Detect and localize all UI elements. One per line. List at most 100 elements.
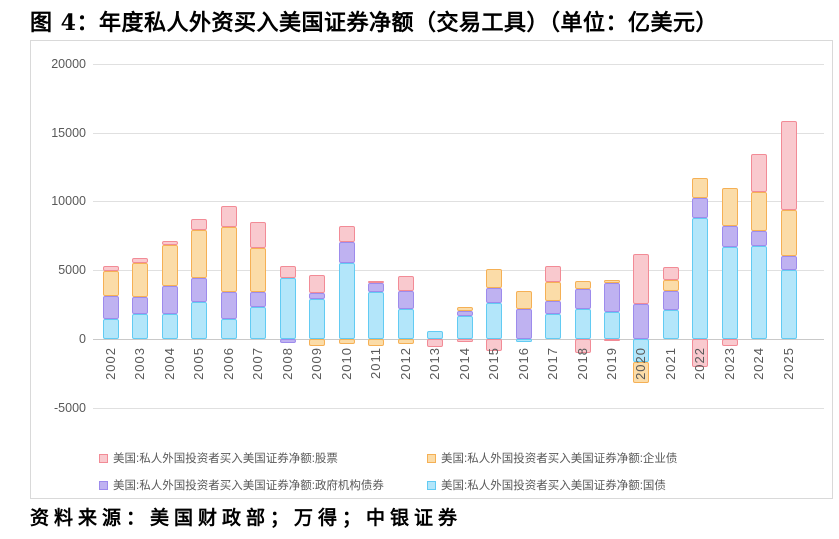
x-axis-tick-label: 2004 <box>161 347 177 380</box>
bar-segment-2020-equities <box>633 254 650 304</box>
bar-segment-2013-equities <box>427 339 444 348</box>
x-axis-tick-label: 2018 <box>574 347 590 380</box>
bar-segment-2019-agency-bonds <box>603 282 620 312</box>
gridline <box>93 407 824 409</box>
bar-segment-2015-corporate-bonds <box>486 268 503 289</box>
bar-segment-2023-equities <box>721 339 738 346</box>
bar-segment-2008-treasuries <box>279 277 296 339</box>
bar-segment-2002-corporate-bonds <box>103 271 119 296</box>
x-axis-tick-label: 2024 <box>751 347 767 380</box>
bar-segment-2014-treasuries <box>456 316 473 339</box>
bar-segment-2011-equities <box>368 281 385 284</box>
y-axis-tick-label: 0 <box>79 332 86 346</box>
x-axis-tick-label: 2021 <box>662 347 678 380</box>
bar-segment-2007-equities <box>250 222 267 249</box>
bar-segment-2023-treasuries <box>721 247 738 339</box>
bar-segment-2009-treasuries <box>309 299 326 339</box>
x-axis-tick-label: 2014 <box>456 347 472 380</box>
bar-segment-2008-equities <box>279 265 296 278</box>
bar-segment-2017-corporate-bonds <box>545 281 562 302</box>
bar-segment-2007-agency-bonds <box>250 292 267 308</box>
treasuries-legend-swatch-icon <box>427 480 436 490</box>
bar-segment-2009-agency-bonds <box>309 292 326 300</box>
bar-segment-2018-agency-bonds <box>574 289 591 309</box>
bar-segment-2004-equities <box>161 241 178 246</box>
bar-segment-2014-equities <box>456 339 473 343</box>
page-title: 图 4：年度私人外资买入美国证券净额（交易工具）（单位：亿美元） <box>30 10 718 36</box>
bar-segment-2024-agency-bonds <box>751 231 768 246</box>
bar-segment-2022-treasuries <box>692 217 709 339</box>
legend-label-corporate-bonds: 美国:私人外国投资者买入美国证券净额:企业债 <box>441 453 678 465</box>
bar-segment-2018-equities <box>574 339 591 353</box>
bar-segment-2025-corporate-bonds <box>780 209 797 256</box>
bar-segment-2003-agency-bonds <box>132 297 149 314</box>
bar-segment-2008-agency-bonds <box>279 339 296 343</box>
bar-segment-2010-corporate-bonds <box>338 339 355 344</box>
bar-segment-2011-agency-bonds <box>368 282 385 293</box>
bar-segment-2018-corporate-bonds <box>574 281 591 290</box>
bar-segment-2014-corporate-bonds <box>456 306 473 312</box>
bar-segment-2002-agency-bonds <box>103 295 119 319</box>
bar-segment-2015-agency-bonds <box>486 288 503 303</box>
bar-segment-2003-corporate-bonds <box>132 263 149 298</box>
bar-segment-2025-agency-bonds <box>780 255 797 270</box>
bar-segment-2020-treasuries <box>633 339 650 362</box>
x-axis-tick-label: 2023 <box>721 347 737 380</box>
x-axis-tick-label: 2002 <box>103 347 118 380</box>
bar-segment-2007-corporate-bonds <box>250 248 267 293</box>
bar-segment-2019-equities <box>603 339 620 341</box>
gridline <box>93 63 824 65</box>
bar-segment-2003-equities <box>132 257 149 264</box>
x-axis-tick-label: 2022 <box>692 347 708 380</box>
y-axis-tick-label: 20000 <box>51 56 86 71</box>
x-axis-tick-label: 2020 <box>633 347 649 380</box>
bar-segment-2016-treasuries <box>515 339 532 342</box>
legend-label-equities: 美国:私人外国投资者买入美国证券净额:股票 <box>113 453 338 465</box>
bar-segment-2020-agency-bonds <box>633 303 650 339</box>
x-axis-tick-label: 2011 <box>368 347 384 379</box>
bar-segment-2003-treasuries <box>132 313 149 339</box>
bar-segment-2021-corporate-bonds <box>662 280 679 292</box>
x-axis-tick-label: 2007 <box>250 347 266 380</box>
x-axis-tick-label: 2013 <box>427 347 443 380</box>
bar-segment-2014-agency-bonds <box>456 311 473 317</box>
x-axis-tick-label: 2003 <box>132 347 148 380</box>
y-axis-tick-label: 10000 <box>51 194 86 209</box>
gridline <box>93 132 824 134</box>
x-axis-tick-label: 2025 <box>780 347 796 380</box>
bar-segment-2006-equities <box>220 206 237 228</box>
bar-segment-2019-corporate-bonds <box>603 280 620 283</box>
bar-segment-2011-corporate-bonds <box>368 339 385 346</box>
bar-segment-2005-corporate-bonds <box>191 230 208 278</box>
bar-segment-2019-treasuries <box>603 311 620 339</box>
bar-segment-2010-agency-bonds <box>338 242 355 263</box>
bar-segment-2024-treasuries <box>751 245 768 339</box>
bar-segment-2005-treasuries <box>191 302 208 339</box>
legend-label-agency-bonds: 美国:私人外国投资者买入美国证券净额:政府机构债券 <box>113 480 384 492</box>
chart-panel: 20000 15000 10000 5000 0 -5000 2002 2003 2004 200… <box>30 40 833 499</box>
source-note: 资料来源：美国财政部；万得；中银证券 <box>30 507 463 529</box>
corporate-bonds-legend-swatch-icon <box>427 453 436 463</box>
legend-item-equities: 美国:私人外国投资者买入美国证券净额:股票 <box>99 450 338 466</box>
bar-segment-2012-corporate-bonds <box>397 339 414 344</box>
bar-segment-2022-equities <box>692 339 709 367</box>
bar-segment-2005-equities <box>191 218 208 230</box>
bar-segment-2012-equities <box>397 276 414 291</box>
x-axis-tick-label: 2006 <box>220 347 236 380</box>
y-axis-tick-label: -5000 <box>54 400 86 415</box>
bar-segment-2021-agency-bonds <box>662 291 679 311</box>
bar-segment-2017-treasuries <box>545 314 562 339</box>
bar-segment-2015-treasuries <box>486 302 503 339</box>
x-axis-tick-label: 2016 <box>515 347 531 380</box>
x-axis-tick-label: 2015 <box>486 347 502 380</box>
bar-segment-2005-agency-bonds <box>191 277 208 303</box>
bar-segment-2023-agency-bonds <box>721 226 738 248</box>
bar-segment-2010-equities <box>338 225 355 243</box>
y-axis-tick-label: 15000 <box>51 125 86 140</box>
x-axis-tick-label: 2017 <box>545 347 561 380</box>
bar-segment-2011-treasuries <box>368 292 385 339</box>
legend-label-treasuries: 美国:私人外国投资者买入美国证券净额:国债 <box>441 480 666 492</box>
bar-segment-2017-agency-bonds <box>545 301 562 315</box>
bar-segment-2016-agency-bonds <box>515 309 532 339</box>
bar-segment-2010-treasuries <box>338 262 355 339</box>
